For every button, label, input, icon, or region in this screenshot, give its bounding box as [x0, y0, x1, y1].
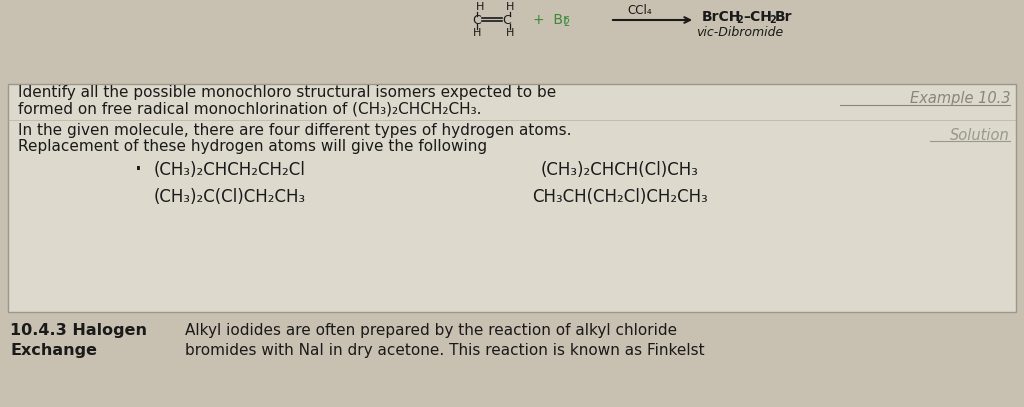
Text: Exchange: Exchange [10, 343, 97, 357]
Text: Identify all the possible monochloro structural isomers expected to be: Identify all the possible monochloro str… [18, 85, 556, 101]
Text: BrCH: BrCH [702, 10, 741, 24]
Polygon shape [0, 312, 1024, 407]
Text: (CH₃)₂C(Cl)CH₂CH₃: (CH₃)₂C(Cl)CH₂CH₃ [154, 188, 306, 206]
Text: Example 10.3: Example 10.3 [909, 92, 1010, 107]
Text: –CH: –CH [743, 10, 772, 24]
Text: formed on free radical monochlorination of (CH₃)₂CHCH₂CH₃.: formed on free radical monochlorination … [18, 101, 481, 116]
Text: C: C [473, 13, 481, 26]
Text: Br: Br [775, 10, 793, 24]
Text: +  Br: + Br [534, 13, 568, 27]
Text: H: H [506, 28, 514, 38]
Text: H: H [476, 2, 484, 12]
Text: Replacement of these hydrogen atoms will give the following: Replacement of these hydrogen atoms will… [18, 140, 487, 155]
Text: Alkyl iodides are often prepared by the reaction of alkyl chloride: Alkyl iodides are often prepared by the … [185, 324, 677, 339]
Text: ·: · [133, 156, 142, 184]
Text: H: H [506, 2, 514, 12]
Text: 2: 2 [769, 15, 776, 25]
Text: In the given molecule, there are four different types of hydrogen atoms.: In the given molecule, there are four di… [18, 123, 571, 138]
Text: bromides with NaI in dry acetone. This reaction is known as Finkelst: bromides with NaI in dry acetone. This r… [185, 343, 705, 357]
Text: vic-Dibromide: vic-Dibromide [696, 26, 783, 39]
Text: 2: 2 [736, 15, 742, 25]
Text: Solution: Solution [950, 127, 1010, 142]
Text: CH₃CH(CH₂Cl)CH₂CH₃: CH₃CH(CH₂Cl)CH₂CH₃ [532, 188, 708, 206]
Text: H: H [473, 28, 481, 38]
FancyBboxPatch shape [8, 84, 1016, 312]
Polygon shape [0, 0, 1024, 82]
Text: C: C [503, 13, 511, 26]
Text: (CH₃)₂CHCH(Cl)CH₃: (CH₃)₂CHCH(Cl)CH₃ [541, 161, 699, 179]
Text: 10.4.3 Halogen: 10.4.3 Halogen [10, 324, 147, 339]
Text: (CH₃)₂CHCH₂CH₂Cl: (CH₃)₂CHCH₂CH₂Cl [154, 161, 306, 179]
Text: CCl₄: CCl₄ [628, 4, 652, 17]
Text: 2: 2 [563, 18, 569, 28]
